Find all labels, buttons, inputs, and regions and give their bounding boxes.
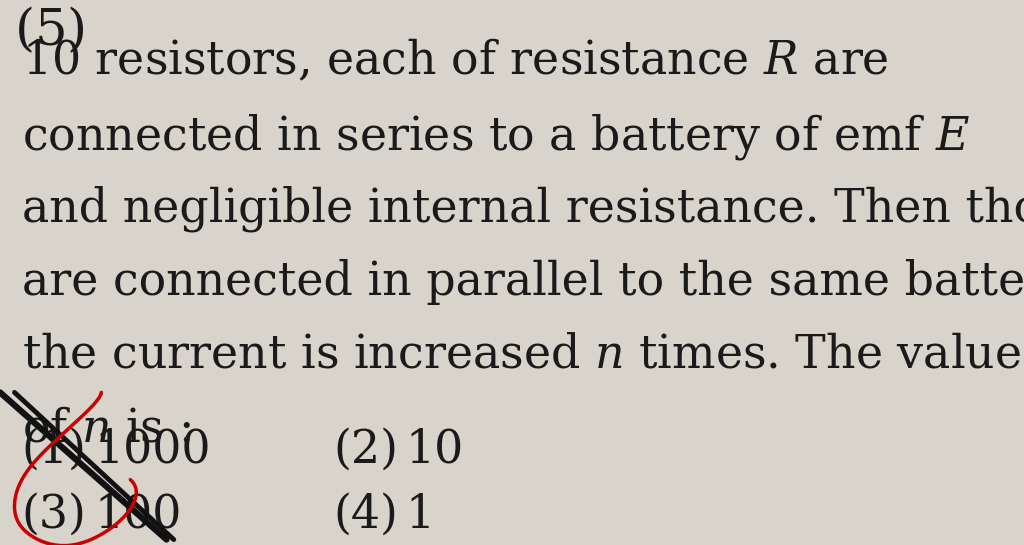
Text: 10 resistors, each of resistance $R$ are: 10 resistors, each of resistance $R$ are <box>22 38 889 84</box>
Text: are connected in parallel to the same battery,: are connected in parallel to the same ba… <box>22 259 1024 305</box>
Text: (3): (3) <box>22 492 87 538</box>
Text: 100: 100 <box>94 492 181 538</box>
Text: 1000: 1000 <box>94 427 211 473</box>
Text: 1: 1 <box>406 492 434 538</box>
Text: (2): (2) <box>333 427 398 473</box>
Text: 10: 10 <box>406 427 464 473</box>
Text: (4): (4) <box>333 492 398 538</box>
Text: (1): (1) <box>22 427 87 473</box>
Text: the current is increased $n$ times. The value: the current is increased $n$ times. The … <box>22 332 1021 378</box>
Text: connected in series to a battery of emf $E$: connected in series to a battery of emf … <box>22 112 970 162</box>
Text: $(5)$: $(5)$ <box>14 5 85 56</box>
Text: and negligible internal resistance. Then those: and negligible internal resistance. Then… <box>22 185 1024 232</box>
Text: of $n$ is :: of $n$ is : <box>22 406 190 451</box>
